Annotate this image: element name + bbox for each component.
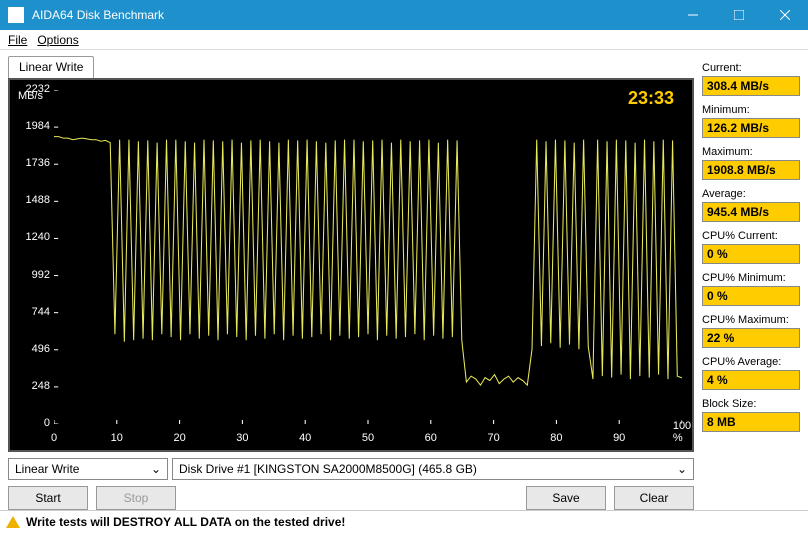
stat-cpu-average-label: CPU% Average: bbox=[702, 356, 800, 368]
stat-cpu-maximum-label: CPU% Maximum: bbox=[702, 314, 800, 326]
stat-maximum-label: Maximum: bbox=[702, 146, 800, 158]
warning-text: Write tests will DESTROY ALL DATA on the… bbox=[26, 515, 345, 529]
stat-cpu-maximum: 22 % bbox=[702, 328, 800, 348]
y-tick-label: 1488 bbox=[16, 194, 50, 206]
stat-block-label: Block Size: bbox=[702, 398, 800, 410]
chart-area: MB/s 23:33 02484967449921240148817361984… bbox=[8, 78, 694, 452]
stat-minimum: 126.2 MB/s bbox=[702, 118, 800, 138]
y-tick-label: 496 bbox=[16, 343, 50, 355]
stat-cpu-minimum: 0 % bbox=[702, 286, 800, 306]
stat-block: 8 MB bbox=[702, 412, 800, 432]
stat-average: 945.4 MB/s bbox=[702, 202, 800, 222]
x-tick-label: 70 bbox=[487, 432, 499, 444]
x-tick-label: 10 bbox=[111, 432, 123, 444]
x-tick-label: 80 bbox=[550, 432, 562, 444]
stat-current-label: Current: bbox=[702, 62, 800, 74]
close-button[interactable] bbox=[762, 0, 808, 30]
start-button[interactable]: Start bbox=[8, 486, 88, 510]
y-tick-label: 992 bbox=[16, 269, 50, 281]
menu-options[interactable]: Options bbox=[37, 33, 78, 47]
y-tick-label: 744 bbox=[16, 306, 50, 318]
y-tick-label: 1240 bbox=[16, 231, 50, 243]
stats-panel: Current: 308.4 MB/s Minimum: 126.2 MB/s … bbox=[698, 50, 808, 510]
stat-minimum-label: Minimum: bbox=[702, 104, 800, 116]
stat-average-label: Average: bbox=[702, 188, 800, 200]
warning-bar: Write tests will DESTROY ALL DATA on the… bbox=[0, 510, 808, 532]
x-tick-label: 40 bbox=[299, 432, 311, 444]
menu-file[interactable]: File bbox=[8, 33, 27, 47]
chevron-down-icon: ⌄ bbox=[151, 462, 161, 476]
maximize-button[interactable] bbox=[716, 0, 762, 30]
app-icon bbox=[8, 7, 24, 23]
clear-button[interactable]: Clear bbox=[614, 486, 694, 510]
chart-plot bbox=[54, 90, 682, 424]
stat-cpu-average: 4 % bbox=[702, 370, 800, 390]
stat-cpu-current: 0 % bbox=[702, 244, 800, 264]
y-tick-label: 2232 bbox=[16, 83, 50, 95]
drive-select-value: Disk Drive #1 [KINGSTON SA2000M8500G] (4… bbox=[179, 462, 477, 476]
x-tick-label: 90 bbox=[613, 432, 625, 444]
warning-icon bbox=[6, 516, 20, 528]
drive-select[interactable]: Disk Drive #1 [KINGSTON SA2000M8500G] (4… bbox=[172, 458, 694, 480]
y-tick-label: 248 bbox=[16, 380, 50, 392]
y-tick-label: 1984 bbox=[16, 120, 50, 132]
x-tick-label: 60 bbox=[425, 432, 437, 444]
y-tick-label: 1736 bbox=[16, 157, 50, 169]
window-title: AIDA64 Disk Benchmark bbox=[32, 8, 670, 22]
stat-maximum: 1908.8 MB/s bbox=[702, 160, 800, 180]
tab-linear-write[interactable]: Linear Write bbox=[8, 56, 94, 78]
stat-cpu-current-label: CPU% Current: bbox=[702, 230, 800, 242]
x-tick-label: 100 % bbox=[673, 420, 691, 444]
mode-select[interactable]: Linear Write ⌄ bbox=[8, 458, 168, 480]
save-button[interactable]: Save bbox=[526, 486, 606, 510]
x-tick-label: 30 bbox=[236, 432, 248, 444]
chevron-down-icon: ⌄ bbox=[677, 462, 687, 476]
menubar: File Options bbox=[0, 30, 808, 50]
minimize-button[interactable] bbox=[670, 0, 716, 30]
stat-cpu-minimum-label: CPU% Minimum: bbox=[702, 272, 800, 284]
y-tick-label: 0 bbox=[16, 417, 50, 429]
x-tick-label: 50 bbox=[362, 432, 374, 444]
titlebar: AIDA64 Disk Benchmark bbox=[0, 0, 808, 30]
stat-current: 308.4 MB/s bbox=[702, 76, 800, 96]
mode-select-value: Linear Write bbox=[15, 462, 79, 476]
stop-button[interactable]: Stop bbox=[96, 486, 176, 510]
x-tick-label: 0 bbox=[51, 432, 57, 444]
x-tick-label: 20 bbox=[173, 432, 185, 444]
